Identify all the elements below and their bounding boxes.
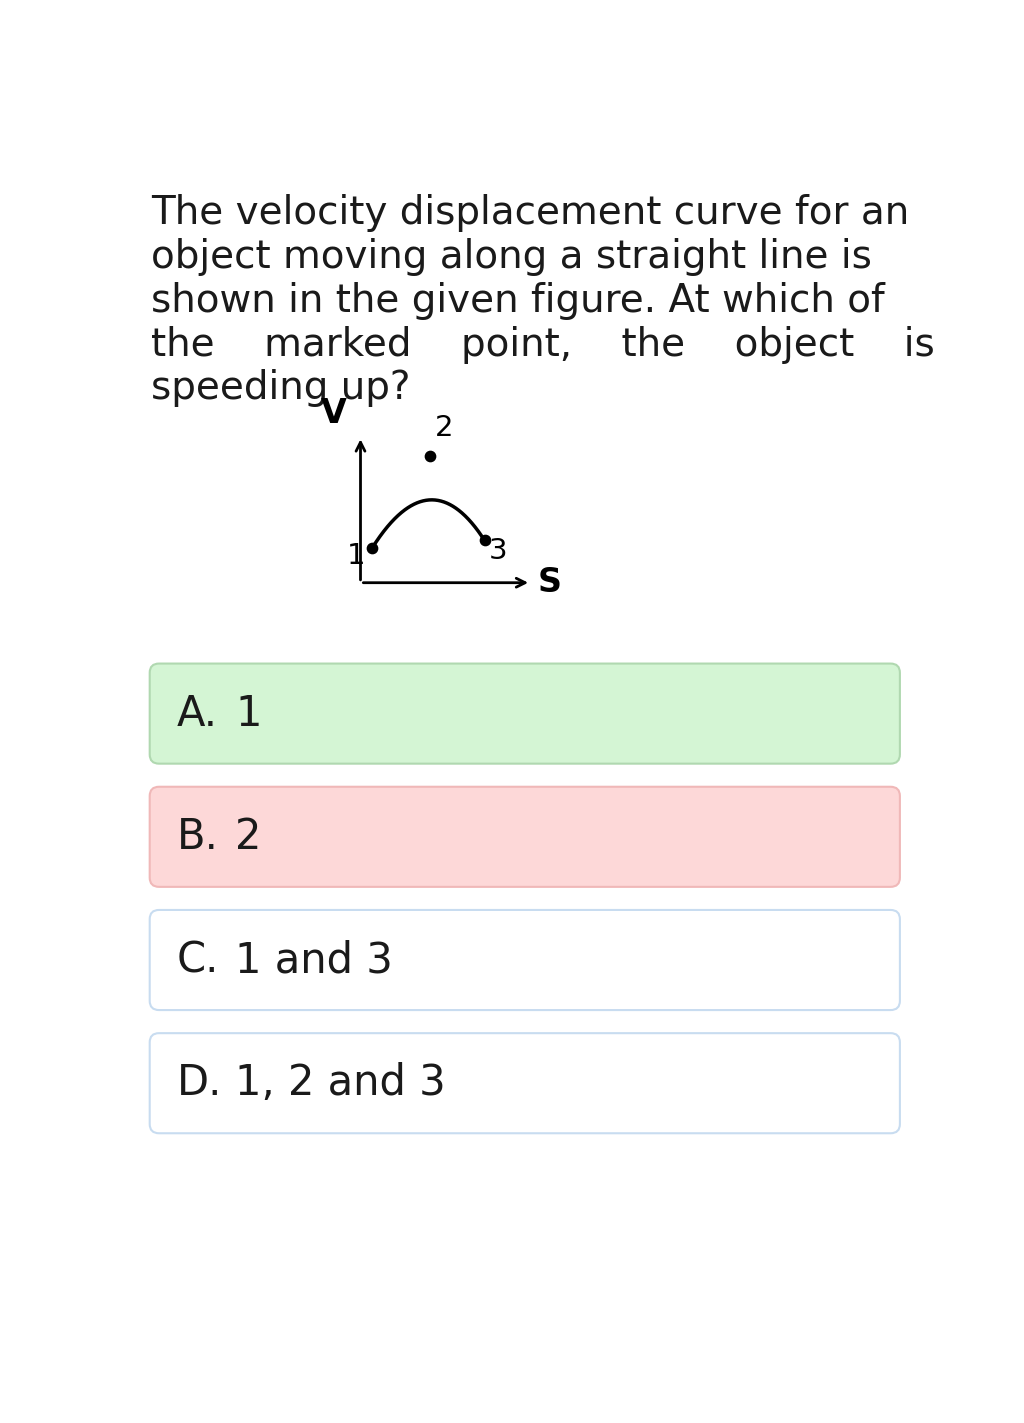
FancyBboxPatch shape [150, 1033, 900, 1133]
Text: 2: 2 [435, 414, 454, 441]
Text: V: V [321, 397, 346, 430]
Text: S: S [538, 566, 561, 599]
Text: The velocity displacement curve for an: The velocity displacement curve for an [152, 194, 909, 232]
Text: object moving along a straight line is: object moving along a straight line is [152, 238, 872, 276]
Text: 1: 1 [347, 542, 366, 569]
Point [476, 529, 493, 552]
FancyBboxPatch shape [150, 663, 900, 764]
Text: 1 and 3: 1 and 3 [234, 939, 393, 980]
Text: 1: 1 [234, 693, 261, 734]
Point [364, 536, 380, 559]
FancyBboxPatch shape [150, 787, 900, 887]
Text: 1, 2 and 3: 1, 2 and 3 [234, 1062, 445, 1104]
Text: the    marked    point,    the    object    is: the marked point, the object is [152, 326, 935, 363]
FancyBboxPatch shape [150, 909, 900, 1010]
Point [422, 444, 438, 467]
Text: speeding up?: speeding up? [152, 370, 411, 407]
Text: A.: A. [177, 693, 218, 734]
Text: D.: D. [177, 1062, 222, 1104]
Text: 2: 2 [234, 815, 261, 858]
Text: B.: B. [177, 815, 219, 858]
Text: shown in the given figure. At which of: shown in the given figure. At which of [152, 282, 885, 320]
Text: C.: C. [177, 939, 219, 980]
Text: 3: 3 [489, 538, 508, 565]
